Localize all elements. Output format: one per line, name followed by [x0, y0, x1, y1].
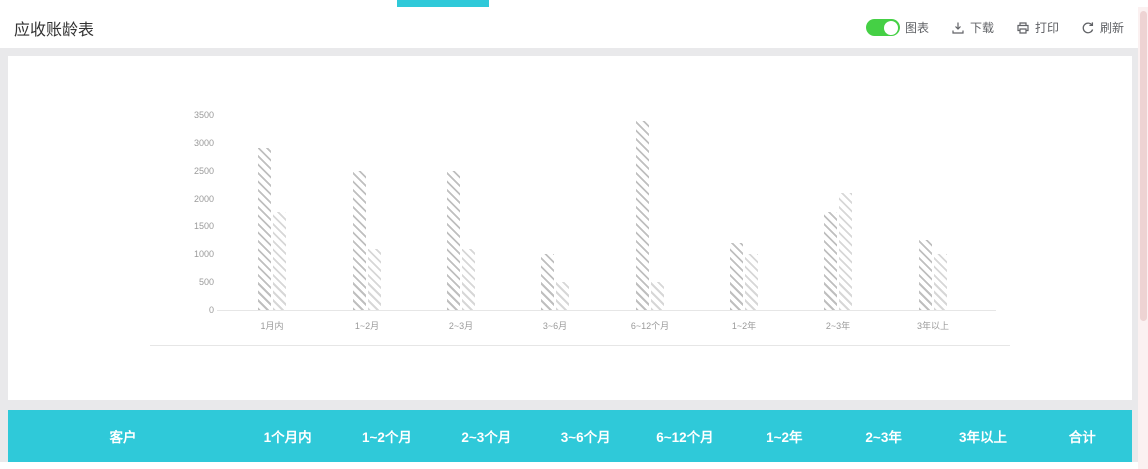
bar[interactable] — [541, 254, 554, 310]
y-axis-label: 3000 — [193, 137, 214, 148]
table-header-cell: 3~6个月 — [560, 430, 611, 445]
y-axis-label: 1500 — [193, 221, 214, 232]
y-axis-label: 2500 — [193, 165, 214, 176]
page-title: 应收账龄表 — [14, 21, 95, 39]
chart-toggle[interactable]: 图表 — [865, 19, 929, 36]
y-axis-label: 1000 — [193, 249, 214, 260]
refresh-button[interactable]: 刷新 — [1081, 19, 1124, 36]
toggle-knob — [884, 20, 899, 35]
scrollbar-thumb[interactable] — [1139, 11, 1147, 321]
table-header-cell: 2~3年 — [865, 430, 902, 445]
y-axis-label: 2000 — [193, 193, 214, 204]
bar[interactable] — [462, 249, 475, 310]
active-tab-indicator[interactable] — [397, 0, 489, 7]
y-axis-label: 3500 — [193, 110, 214, 120]
bar[interactable] — [730, 243, 743, 310]
table-header-cell: 3年以上 — [958, 430, 1007, 445]
top-strip — [0, 0, 1148, 7]
x-axis-label: 2~3月 — [448, 321, 474, 331]
table-header-cell: 2~3个月 — [461, 430, 512, 445]
bar[interactable] — [636, 121, 649, 310]
table-header-cell: 1~2年 — [766, 430, 803, 445]
bottom-strip — [0, 462, 1138, 469]
x-axis-label: 3年以上 — [916, 321, 949, 331]
table-header-cell: 客户 — [109, 430, 137, 445]
x-axis-label: 3~6月 — [542, 321, 568, 331]
x-axis-label: 1~2年 — [731, 321, 757, 331]
toggle-label: 图表 — [904, 21, 929, 35]
table-header-cell: 1~2个月 — [362, 430, 412, 445]
bar[interactable] — [368, 249, 381, 310]
table-header-cell: 6~12个月 — [656, 430, 714, 445]
x-axis-line — [217, 310, 996, 311]
bar[interactable] — [839, 193, 852, 310]
download-icon — [951, 21, 965, 35]
y-axis-label: 500 — [198, 277, 214, 288]
download-button[interactable]: 下载 — [951, 19, 994, 36]
x-axis-label: 6~12个月 — [630, 321, 670, 331]
bar[interactable] — [934, 254, 947, 310]
bar-chart: 0 500 1000 1500 2000 2500 3000 3500 1月内 1~2月 2~3月 3… — [8, 56, 1132, 400]
scrollbar[interactable] — [1138, 7, 1148, 469]
y-axis-label: 0 — [208, 305, 214, 315]
header-bar: 应收账龄表 图表 下载 打印 刷新 — [0, 7, 1138, 48]
bar[interactable] — [556, 282, 569, 310]
bar[interactable] — [447, 171, 460, 310]
toggle-switch-icon[interactable] — [865, 19, 900, 36]
refresh-label: 刷新 — [1099, 21, 1124, 35]
download-label: 下载 — [969, 21, 994, 35]
header-controls: 图表 下载 打印 刷新 — [865, 19, 1124, 36]
table-header-cell: 1个月内 — [263, 430, 312, 445]
table-header-cell: 合计 — [1068, 430, 1096, 445]
bar[interactable] — [745, 254, 758, 310]
bar[interactable] — [353, 171, 366, 310]
chart-bottom-line — [150, 345, 1010, 346]
x-axis-label: 1月内 — [260, 321, 284, 331]
chart-card: 0 500 1000 1500 2000 2500 3000 3500 1月内 1~2月 2~3月 3… — [8, 56, 1132, 400]
print-button[interactable]: 打印 — [1016, 19, 1059, 36]
bar[interactable] — [651, 282, 664, 310]
bar[interactable] — [258, 148, 271, 310]
bar[interactable] — [919, 240, 932, 310]
table-header-row: 客户 1个月内 1~2个月 2~3个月 3~6个月 6~12个月 1~2年 2~3年 3年以上 合… — [8, 410, 1132, 462]
bar[interactable] — [824, 212, 837, 310]
print-icon — [1016, 21, 1030, 35]
refresh-icon — [1081, 21, 1095, 35]
bar[interactable] — [273, 212, 286, 310]
x-axis-label: 2~3年 — [825, 321, 851, 331]
x-axis-label: 1~2月 — [354, 321, 380, 331]
print-label: 打印 — [1034, 21, 1059, 35]
